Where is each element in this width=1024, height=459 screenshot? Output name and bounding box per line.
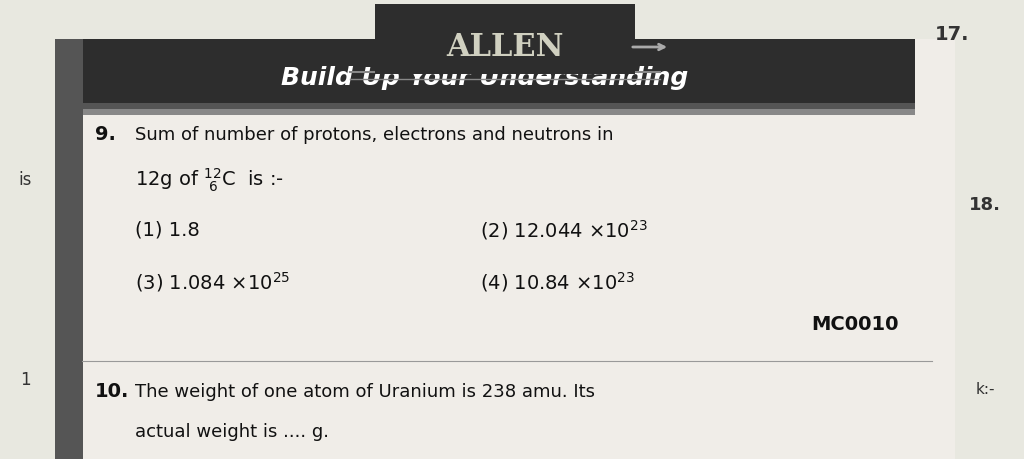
Text: The weight of one atom of Uranium is 238 amu. Its: The weight of one atom of Uranium is 238… <box>135 382 595 400</box>
FancyBboxPatch shape <box>55 104 915 110</box>
Text: ALLEN: ALLEN <box>446 33 564 63</box>
FancyBboxPatch shape <box>55 40 83 459</box>
Text: (4) 10.84 $\times$10$^{23}$: (4) 10.84 $\times$10$^{23}$ <box>480 269 635 293</box>
FancyBboxPatch shape <box>375 5 635 75</box>
Text: 12g of $^{12}_{\ 6}$C  is :-: 12g of $^{12}_{\ 6}$C is :- <box>135 166 284 193</box>
FancyBboxPatch shape <box>55 110 915 116</box>
Text: 1: 1 <box>19 370 31 388</box>
Text: k:-: k:- <box>975 382 994 397</box>
Text: actual weight is .... g.: actual weight is .... g. <box>135 422 329 440</box>
Text: (1) 1.8: (1) 1.8 <box>135 220 200 239</box>
FancyBboxPatch shape <box>55 40 915 105</box>
FancyBboxPatch shape <box>55 40 955 459</box>
Text: 10.: 10. <box>95 382 129 401</box>
Text: is: is <box>18 171 32 189</box>
Text: 9.: 9. <box>95 125 116 144</box>
Text: 17.: 17. <box>935 25 970 45</box>
Text: Build Up Your Understanding: Build Up Your Understanding <box>282 66 688 90</box>
Text: (2) 12.044 $\times$10$^{23}$: (2) 12.044 $\times$10$^{23}$ <box>480 218 648 241</box>
Text: 18.: 18. <box>969 196 1001 213</box>
Text: (3) 1.084 $\times$10$^{25}$: (3) 1.084 $\times$10$^{25}$ <box>135 269 291 293</box>
Text: MC0010: MC0010 <box>811 315 899 334</box>
Text: Sum of number of protons, electrons and neutrons in: Sum of number of protons, electrons and … <box>135 126 613 144</box>
